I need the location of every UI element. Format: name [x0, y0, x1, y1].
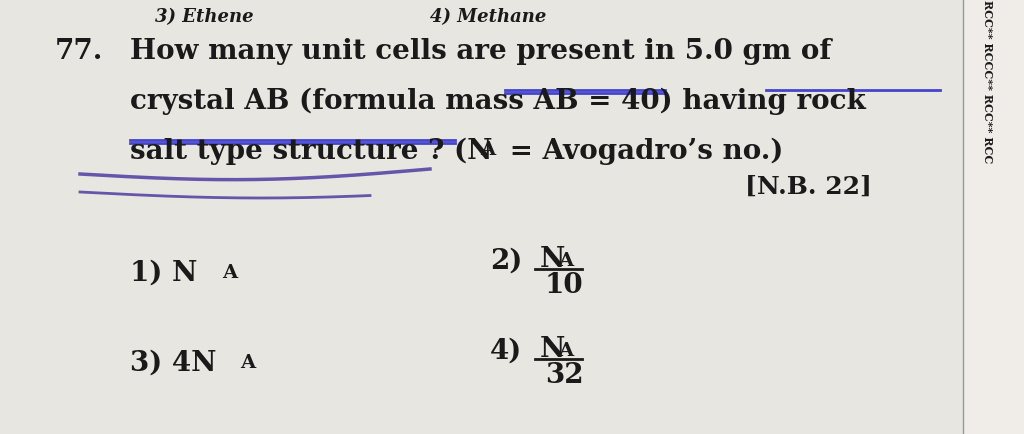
Text: 3) 4N: 3) 4N	[130, 349, 216, 376]
Text: 4) Methane: 4) Methane	[430, 8, 547, 26]
Text: A: A	[222, 263, 238, 281]
Text: A: A	[480, 141, 496, 159]
Text: 32: 32	[545, 361, 584, 388]
Text: salt type structure ? (N: salt type structure ? (N	[130, 138, 493, 165]
Bar	[963, 0, 1024, 434]
Text: 1) N: 1) N	[130, 260, 198, 286]
Text: A: A	[558, 341, 573, 359]
Text: 77.: 77.	[55, 38, 103, 65]
Text: 3) Ethene: 3) Ethene	[155, 8, 254, 26]
Text: [N.B. 22]: [N.B. 22]	[745, 174, 871, 198]
Text: 2): 2)	[490, 247, 522, 274]
Text: crystal AB (formula mass AB = 40) having rock: crystal AB (formula mass AB = 40) having…	[130, 88, 865, 115]
Text: N: N	[540, 246, 565, 273]
Text: A: A	[558, 251, 573, 270]
Text: 10: 10	[545, 271, 584, 298]
Text: RCC** RCCC** RCC** RCC: RCC** RCCC** RCC** RCC	[982, 0, 993, 163]
Text: = Avogadro’s no.): = Avogadro’s no.)	[500, 138, 783, 165]
Text: A: A	[240, 353, 255, 371]
Text: N: N	[540, 335, 565, 362]
Text: 4): 4)	[490, 337, 522, 364]
Text: How many unit cells are present in 5.0 gm of: How many unit cells are present in 5.0 g…	[130, 38, 831, 65]
